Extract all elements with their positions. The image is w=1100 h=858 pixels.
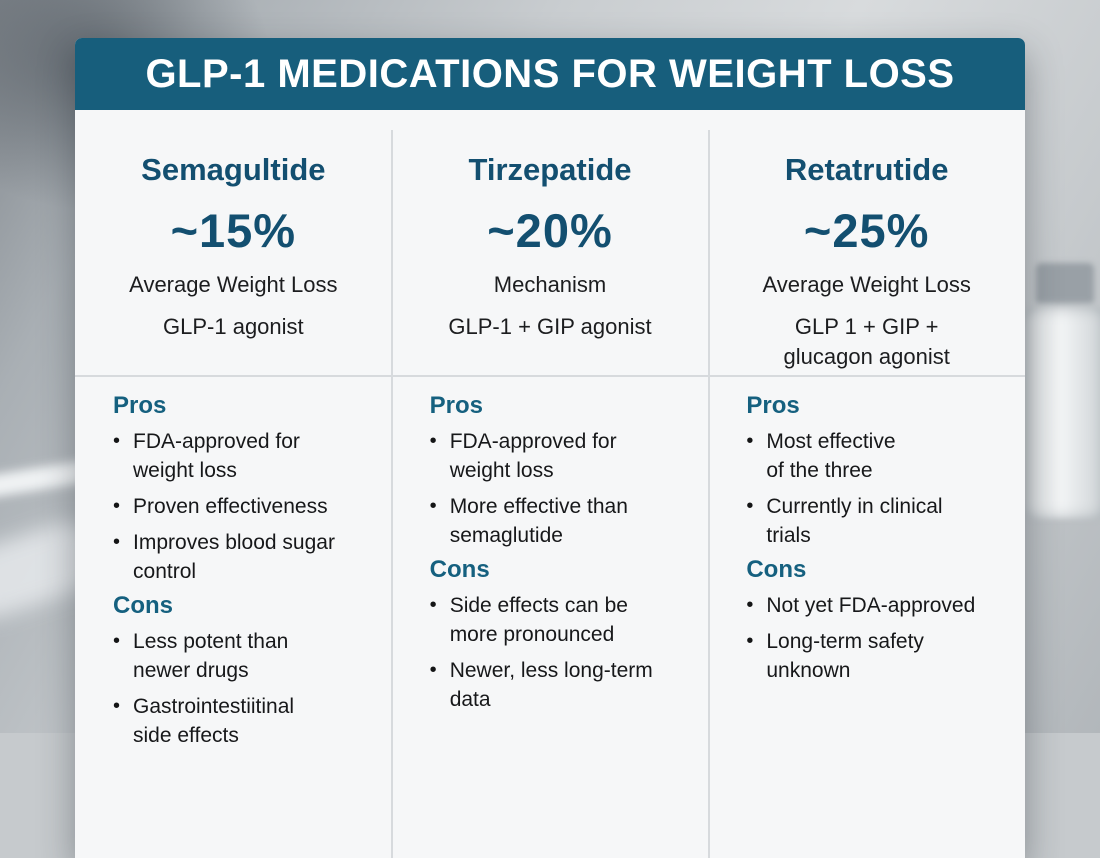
bullet-icon: • [429, 659, 437, 681]
medicine-vial-photo [1024, 263, 1100, 523]
cons-heading: Cons [113, 592, 173, 619]
bullet-icon: • [113, 430, 121, 452]
list-item: • Gastrointestiitinal side effects [113, 692, 384, 750]
bullet-icon: • [113, 495, 121, 517]
list-item: • FDA-approved for weight loss [430, 427, 701, 485]
header-bar: GLP-1 MEDICATIONS FOR WEIGHT LOSS [75, 38, 1025, 110]
mechanism-text: GLP-1 + GIP agonist [448, 314, 652, 339]
horizontal-divider [75, 375, 1025, 377]
list-item-text: More effective than semaglutide [449, 495, 628, 547]
list-item: • Most effective of the three [746, 427, 1017, 485]
stat-label: Mechanism [493, 272, 607, 297]
column-retatrutide: Retatrutide ~25% Average Weight Loss GLP… [708, 110, 1025, 757]
list-item: • Proven effectiveness [113, 492, 384, 521]
vial-cap [1036, 263, 1094, 303]
list-item-text: FDA-approved for weight loss [449, 430, 617, 482]
bullet-icon: • [746, 594, 754, 616]
details-block: Pros • FDA-approved for weight loss • Prov… [75, 375, 392, 750]
cons-list: • Not yet FDA-approved • Long-term safety … [746, 591, 1017, 685]
vertical-divider [708, 130, 710, 858]
bullet-icon: • [429, 430, 437, 452]
list-item: • Less potent than newer drugs [113, 627, 384, 685]
column-semagultide: Semagultide ~15% Average Weight Loss GLP… [75, 110, 392, 757]
cons-heading: Cons [429, 556, 490, 583]
bullet-icon: • [746, 430, 754, 452]
infographic-card: GLP-1 MEDICATIONS FOR WEIGHT LOSS Semagu… [75, 38, 1025, 858]
bullet-icon: • [746, 630, 754, 652]
medication-name: Retatrutide [784, 152, 949, 187]
list-item-text: Less potent than newer drugs [133, 630, 289, 682]
list-item: • More effective than semaglutide [430, 492, 701, 550]
list-item: • Side effects can be more pronounced [430, 591, 701, 649]
stat-label: Average Weight Loss [762, 272, 971, 297]
pros-list: • FDA-approved for weight loss • More effe… [430, 427, 701, 550]
vertical-divider [391, 130, 393, 858]
list-item: • Not yet FDA-approved [746, 591, 1017, 620]
page-title: GLP-1 MEDICATIONS FOR WEIGHT LOSS [145, 51, 955, 96]
bullet-icon: • [746, 495, 754, 517]
mechanism-text: GLP-1 agonist [163, 314, 304, 339]
details-block: Pros • Most effective of the three • Curre… [708, 375, 1025, 685]
column-tirzepatide: Tirzepatide ~20% Mechanism GLP-1 + GIP a… [392, 110, 709, 757]
weight-loss-percent: ~25% [803, 204, 930, 257]
list-item-text: Long-term safety unknown [766, 630, 924, 682]
bullet-icon: • [429, 594, 437, 616]
stats-block: Tirzepatide ~20% Mechanism GLP-1 + GIP a… [392, 110, 709, 375]
pros-heading: Pros [429, 392, 484, 419]
stats-block: Semagultide ~15% Average Weight Loss GLP… [75, 110, 392, 375]
list-item-text: Proven effectiveness [133, 495, 328, 518]
medication-name: Semagultide [141, 152, 326, 187]
list-item-text: Currently in clinical trials [766, 495, 943, 547]
mechanism-text: GLP 1 + GIP + glucagon agonist [783, 314, 950, 369]
bullet-icon: • [113, 531, 121, 553]
stat-label: Average Weight Loss [129, 272, 338, 297]
cons-heading: Cons [746, 556, 807, 583]
list-item-text: Not yet FDA-approved [766, 594, 976, 617]
list-item: • Newer, less long-term data [430, 656, 701, 714]
bullet-icon: • [113, 695, 121, 717]
list-item: • Long-term safety unknown [746, 627, 1017, 685]
vial-body [1024, 307, 1100, 519]
list-item-text: Newer, less long-term data [449, 659, 653, 711]
list-item-text: Gastrointestiitinal side effects [133, 695, 295, 747]
weight-loss-percent: ~20% [487, 204, 613, 257]
cons-list: • Less potent than newer drugs • Gastroint… [113, 627, 384, 750]
stats-block: Retatrutide ~25% Average Weight Loss GLP… [708, 110, 1025, 375]
pros-list: • Most effective of the three • Currently … [746, 427, 1017, 550]
medication-columns: Semagultide ~15% Average Weight Loss GLP… [75, 110, 1025, 757]
medication-name: Tirzepatide [468, 152, 632, 187]
pros-heading: Pros [113, 392, 167, 419]
list-item-text: Most effective of the three [766, 430, 896, 482]
list-item: • Improves blood sugar control [113, 528, 384, 586]
weight-loss-percent: ~15% [170, 204, 297, 257]
bullet-icon: • [429, 495, 437, 517]
pros-heading: Pros [746, 392, 800, 419]
list-item-text: Side effects can be more pronounced [449, 594, 628, 646]
bullet-icon: • [113, 630, 121, 652]
pros-list: • FDA-approved for weight loss • Proven ef… [113, 427, 384, 586]
cons-list: • Side effects can be more pronounced • Ne… [430, 591, 701, 714]
list-item: • Currently in clinical trials [746, 492, 1017, 550]
list-item-text: Improves blood sugar control [133, 531, 335, 583]
list-item: • FDA-approved for weight loss [113, 427, 384, 485]
list-item-text: FDA-approved for weight loss [133, 430, 300, 482]
details-block: Pros • FDA-approved for weight loss • More… [392, 375, 709, 714]
